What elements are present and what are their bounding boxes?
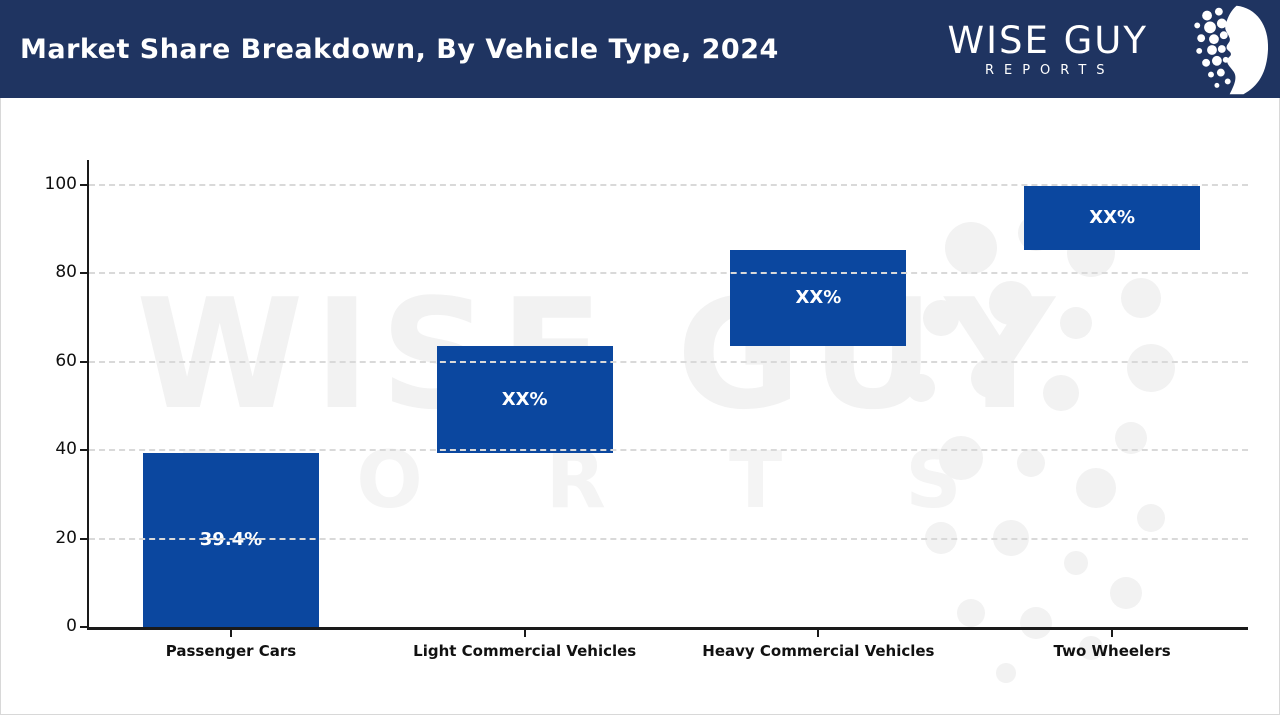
bar-value-label: XX% — [795, 287, 842, 309]
logo-wordmark: WISE GUY — [947, 18, 1148, 62]
wise-guy-logo: WISE GUY REPORTS — [948, 0, 1270, 98]
chart-title: Market Share Breakdown, By Vehicle Type,… — [20, 33, 779, 65]
gridline-y-100 — [89, 184, 1248, 186]
gridline-y-20 — [89, 537, 1248, 540]
bar-value-label: XX% — [501, 388, 548, 410]
bar-light-commercial-vehicles: XX% — [436, 345, 613, 453]
y-tick-mark-60 — [80, 360, 88, 363]
head-profile-icon — [1194, 5, 1269, 95]
y-tick-label-60: 60 — [55, 350, 77, 371]
y-tick-mark-100 — [80, 184, 88, 186]
y-tick-label-20: 20 — [55, 527, 77, 548]
y-tick-mark-80 — [80, 272, 88, 275]
x-tick-mark — [817, 630, 820, 637]
y-tick-label-100: 100 — [44, 174, 77, 194]
x-tick-mark — [230, 630, 232, 637]
header-bar: Market Share Breakdown, By Vehicle Type,… — [0, 0, 1280, 98]
y-tick-label-40: 40 — [55, 439, 77, 460]
gridline-y-80 — [89, 272, 1248, 275]
category-label: Heavy Commercial Vehicles — [702, 642, 935, 660]
bar-two-wheelers: XX% — [1024, 185, 1201, 250]
x-tick-mark — [1111, 630, 1114, 637]
y-tick-label-0: 0 — [66, 616, 77, 636]
y-tick-mark-40 — [80, 449, 88, 452]
category-label: Light Commercial Vehicles — [413, 642, 637, 660]
logo-text: WISE GUY REPORTS — [947, 18, 1148, 78]
gridline-y-40 — [89, 449, 1248, 452]
y-axis-line — [87, 160, 89, 629]
bar-value-label: XX% — [1089, 207, 1135, 229]
category-label: Two Wheelers — [1053, 642, 1171, 660]
x-tick-mark — [523, 630, 526, 637]
category-label: Passenger Cars — [165, 642, 297, 660]
bar-passenger-cars: 39.4% — [143, 452, 319, 627]
y-tick-label-80: 80 — [55, 262, 77, 283]
bar-heavy-commercial-vehicles: XX% — [730, 249, 907, 346]
chart-panel: WISE GUY P O R T S 0 20 40 60 80 100 39.4% Pa — [0, 98, 1280, 715]
y-tick-mark-20 — [80, 537, 88, 540]
gridline-y-60 — [89, 360, 1248, 363]
logo-subtitle: REPORTS — [984, 62, 1115, 78]
bar-value-label: 39.4% — [199, 529, 263, 551]
y-tick-mark-0 — [80, 626, 88, 628]
x-axis-line — [87, 627, 1248, 630]
